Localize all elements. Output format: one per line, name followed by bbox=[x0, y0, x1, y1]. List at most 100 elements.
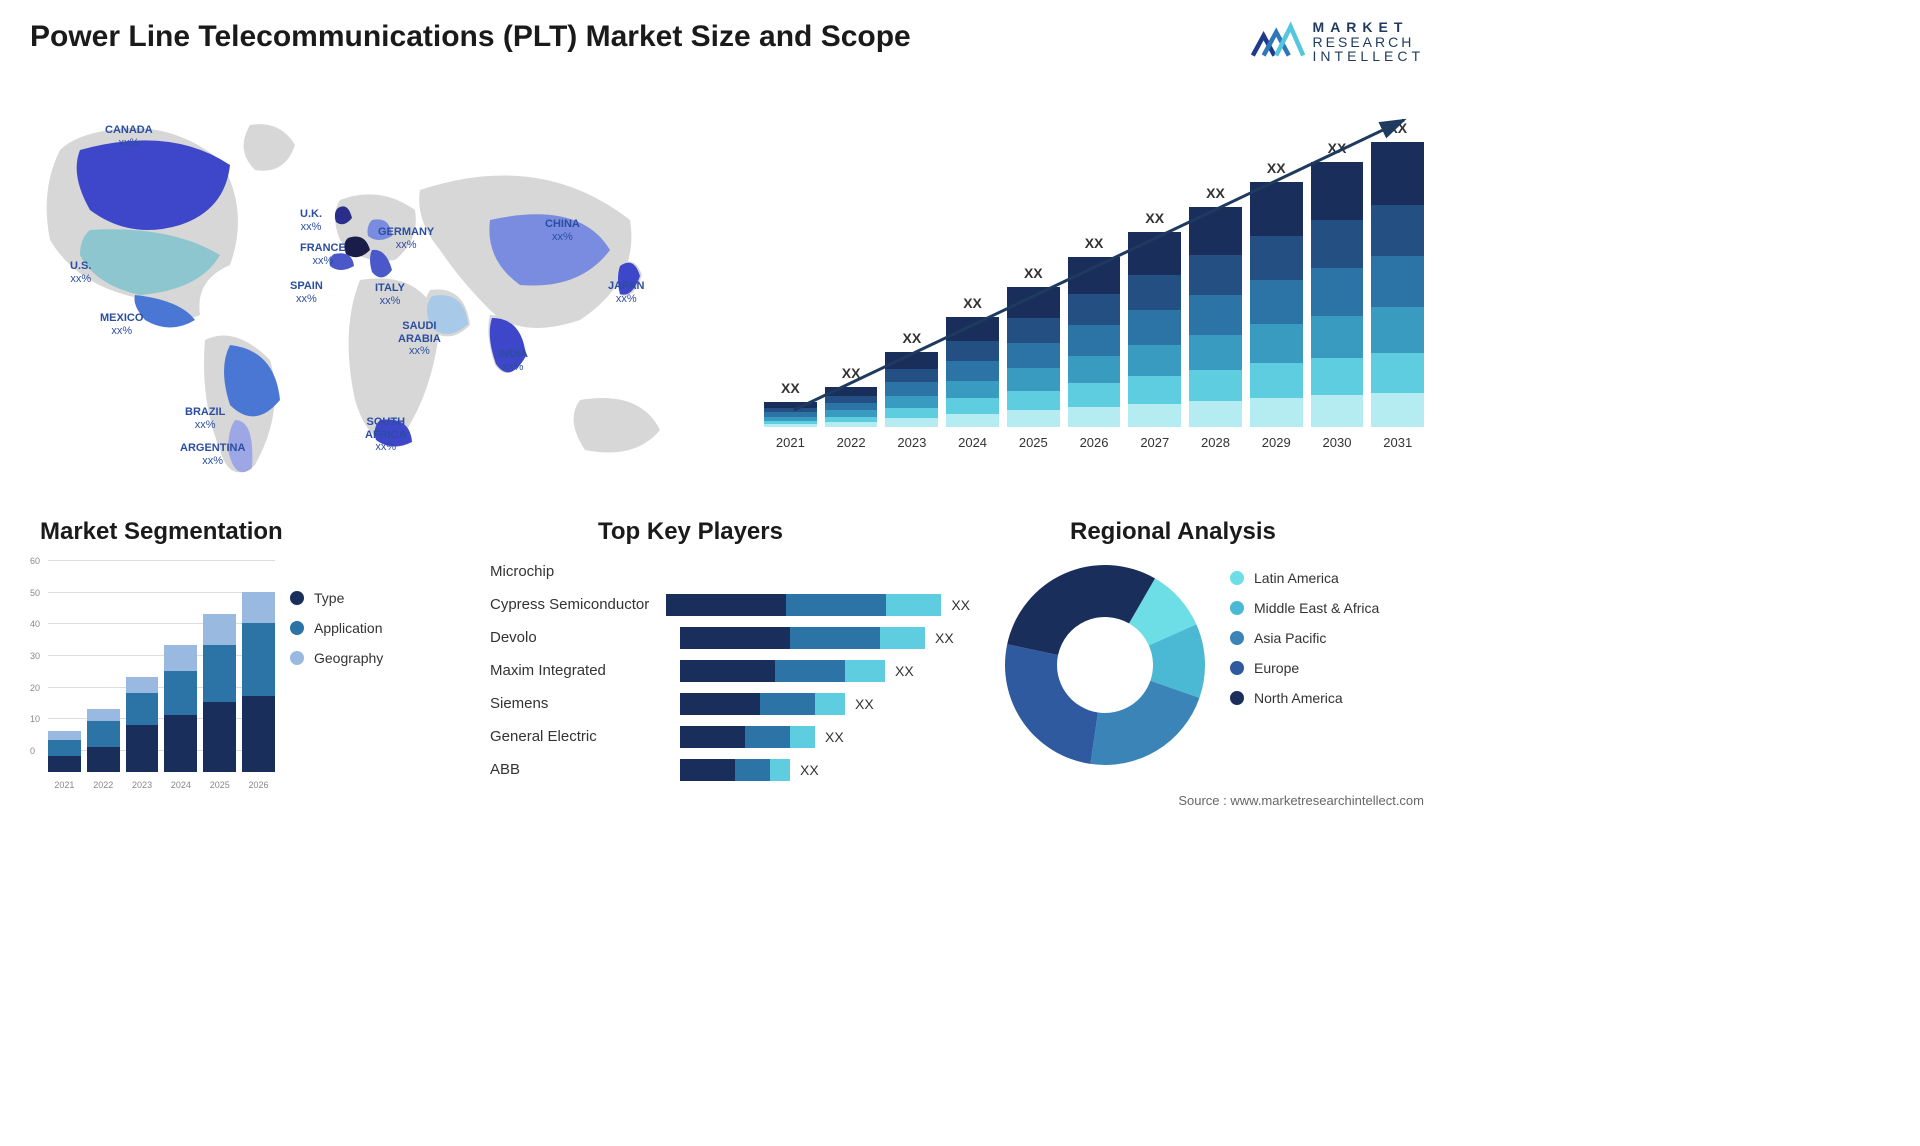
growth-seg bbox=[946, 361, 999, 381]
donut-slice bbox=[1005, 644, 1098, 764]
growth-seg bbox=[1189, 207, 1242, 255]
growth-seg bbox=[885, 418, 938, 427]
player-bar-seg bbox=[680, 693, 760, 715]
player-bar-seg bbox=[786, 594, 886, 616]
map-label-spain: SPAINxx% bbox=[290, 280, 323, 305]
growth-seg bbox=[1311, 358, 1364, 395]
growth-seg bbox=[1068, 383, 1121, 407]
player-name: Cypress Semiconductor bbox=[490, 596, 666, 613]
growth-value-label: XX bbox=[1145, 210, 1164, 226]
legend-swatch-icon bbox=[1230, 661, 1244, 675]
growth-seg bbox=[1189, 295, 1242, 335]
growth-seg bbox=[1311, 395, 1364, 427]
growth-value-label: XX bbox=[902, 330, 921, 346]
growth-value-label: XX bbox=[1085, 235, 1104, 251]
player-row: ABB XX bbox=[490, 753, 970, 786]
map-label-us: U.S.xx% bbox=[70, 260, 91, 285]
growth-seg bbox=[946, 341, 999, 361]
seg-stack-seg bbox=[87, 709, 120, 722]
growth-bar-chart: XX2021XX2022XX2023XX2024XX2025XX2026XX20… bbox=[764, 100, 1424, 480]
growth-seg bbox=[1371, 205, 1424, 256]
seg-stack-seg bbox=[126, 693, 159, 725]
donut-slice bbox=[1007, 565, 1155, 655]
growth-year-label: 2031 bbox=[1383, 435, 1412, 450]
growth-seg bbox=[1189, 335, 1242, 370]
player-name: General Electric bbox=[490, 728, 680, 745]
growth-seg bbox=[1068, 257, 1121, 294]
regional-heading: Regional Analysis bbox=[1070, 518, 1276, 546]
growth-col-2030: XX2030 bbox=[1311, 140, 1364, 450]
growth-value-label: XX bbox=[1024, 265, 1043, 281]
growth-seg bbox=[1128, 345, 1181, 376]
growth-seg bbox=[1250, 398, 1303, 427]
player-name: Maxim Integrated bbox=[490, 662, 680, 679]
legend-swatch-icon bbox=[1230, 571, 1244, 585]
growth-col-2022: XX2022 bbox=[825, 365, 878, 450]
growth-seg bbox=[1128, 404, 1181, 427]
growth-seg bbox=[1250, 236, 1303, 280]
growth-seg bbox=[885, 408, 938, 419]
growth-seg bbox=[1311, 316, 1364, 358]
seg-year-label: 2022 bbox=[87, 780, 120, 790]
regional-legend: Latin AmericaMiddle East & AfricaAsia Pa… bbox=[1230, 570, 1379, 706]
seg-stack-seg bbox=[203, 702, 236, 772]
growth-seg bbox=[1189, 255, 1242, 295]
seg-stack-seg bbox=[164, 645, 197, 670]
region-legend-item: North America bbox=[1230, 690, 1379, 706]
player-bar-seg bbox=[680, 627, 790, 649]
player-bar-seg bbox=[770, 759, 790, 781]
seg-stack-seg bbox=[203, 645, 236, 702]
growth-seg bbox=[1128, 310, 1181, 345]
seg-year-label: 2026 bbox=[242, 780, 275, 790]
player-value-label: XX bbox=[895, 663, 914, 679]
seg-legend-item: Geography bbox=[290, 650, 383, 666]
player-value-label: XX bbox=[800, 762, 819, 778]
player-row: Devolo XX bbox=[490, 621, 970, 654]
growth-year-label: 2028 bbox=[1201, 435, 1230, 450]
map-label-germany: GERMANYxx% bbox=[378, 226, 434, 251]
growth-year-label: 2023 bbox=[897, 435, 926, 450]
segmentation-bar-chart: 0102030405060202120222023202420252026 bbox=[30, 560, 275, 790]
seg-col-2022 bbox=[87, 709, 120, 772]
player-row: Cypress Semiconductor XX bbox=[490, 588, 970, 621]
seg-stack-seg bbox=[203, 614, 236, 646]
player-value-label: XX bbox=[825, 729, 844, 745]
region-legend-item: Middle East & Africa bbox=[1230, 600, 1379, 616]
player-name: ABB bbox=[490, 761, 680, 778]
growth-seg bbox=[1371, 353, 1424, 393]
player-bar-seg bbox=[886, 594, 941, 616]
growth-seg bbox=[946, 398, 999, 413]
growth-seg bbox=[1311, 162, 1364, 220]
seg-col-2023 bbox=[126, 677, 159, 772]
player-value-label: XX bbox=[951, 597, 970, 613]
seg-stack-seg bbox=[242, 623, 275, 696]
seg-col-2025 bbox=[203, 614, 236, 772]
seg-year-label: 2024 bbox=[164, 780, 197, 790]
growth-col-2029: XX2029 bbox=[1250, 160, 1303, 450]
growth-seg bbox=[1007, 391, 1060, 411]
map-label-china: CHINAxx% bbox=[545, 218, 580, 243]
player-bar-seg bbox=[845, 660, 885, 682]
growth-col-2026: XX 2026 bbox=[1068, 235, 1121, 450]
player-bar-seg bbox=[815, 693, 845, 715]
growth-seg bbox=[1007, 318, 1060, 343]
growth-seg bbox=[1128, 232, 1181, 275]
player-bar-seg bbox=[680, 726, 745, 748]
player-name: Devolo bbox=[490, 629, 680, 646]
growth-seg bbox=[1311, 220, 1364, 268]
player-value-label: XX bbox=[935, 630, 954, 646]
growth-year-label: 2026 bbox=[1080, 435, 1109, 450]
growth-year-label: 2029 bbox=[1262, 435, 1291, 450]
growth-seg bbox=[1128, 376, 1181, 403]
growth-value-label: XX bbox=[963, 295, 982, 311]
legend-label: Latin America bbox=[1254, 570, 1339, 586]
growth-seg bbox=[1007, 287, 1060, 318]
growth-value-label: XX bbox=[1328, 140, 1347, 156]
player-bar-seg bbox=[680, 759, 735, 781]
growth-col-2023: XX 2023 bbox=[885, 330, 938, 450]
segmentation-legend: TypeApplicationGeography bbox=[290, 590, 383, 666]
growth-year-label: 2022 bbox=[837, 435, 866, 450]
map-label-uk: U.K.xx% bbox=[300, 208, 322, 233]
map-label-argentina: ARGENTINAxx% bbox=[180, 442, 245, 467]
logo-text-1: MARKET bbox=[1313, 20, 1424, 35]
